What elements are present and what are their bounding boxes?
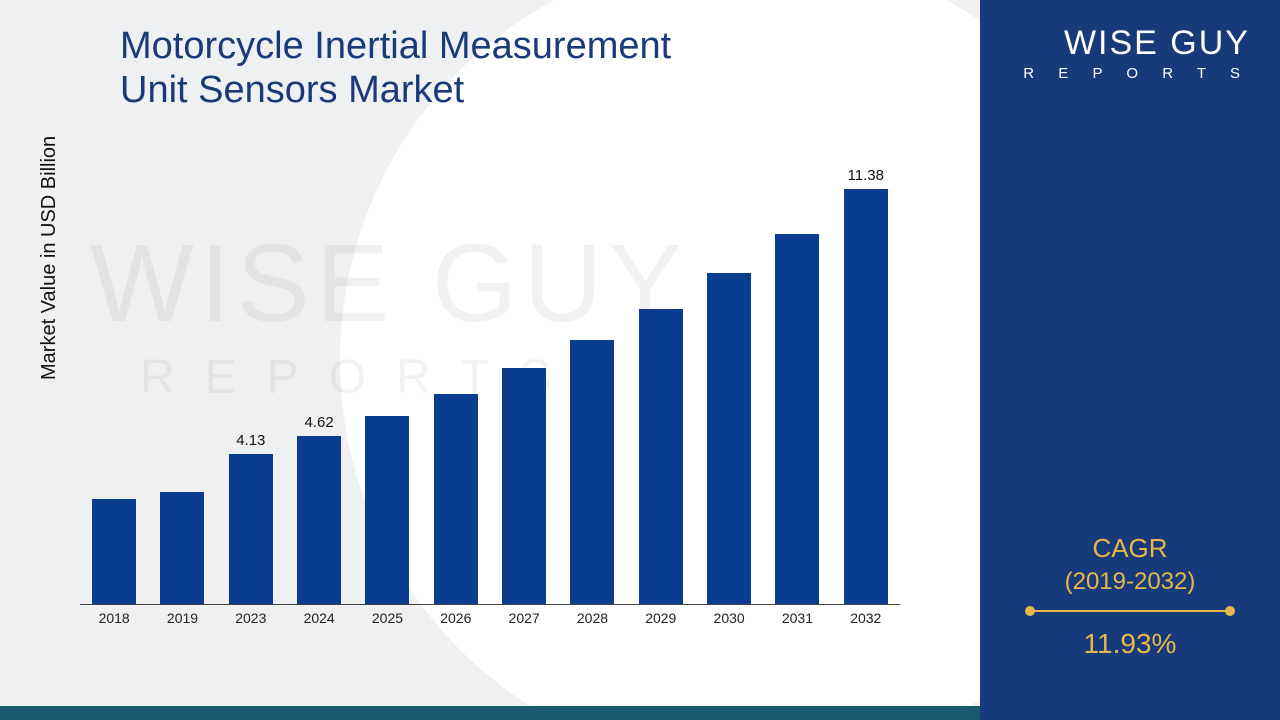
bar-column — [494, 346, 554, 605]
bar — [844, 189, 888, 605]
bar-value-label: 4.13 — [236, 432, 265, 450]
cagr-box: CAGR (2019-2032) 11.93% — [1010, 533, 1250, 660]
bottom-strip — [0, 706, 980, 720]
x-tick-label: 2019 — [152, 610, 212, 626]
cagr-value: 11.93% — [1010, 628, 1250, 660]
bar — [775, 234, 819, 605]
bar-column: 4.62 — [289, 414, 349, 605]
cagr-label: CAGR — [1010, 533, 1250, 564]
cagr-range: (2019-2032) — [1010, 568, 1250, 596]
bar — [707, 273, 751, 605]
title-line-2: Unit Sensors Market — [120, 69, 671, 113]
bar-column — [631, 287, 691, 605]
bar-column: 4.13 — [221, 432, 281, 605]
bar — [365, 416, 409, 605]
x-tick-label: 2032 — [836, 610, 896, 626]
bars-container: 4.134.6211.38 — [80, 185, 900, 605]
y-axis-label: Market Value in USD Billion — [38, 136, 61, 380]
bar — [570, 340, 614, 605]
brand-logo: WISE GUY R E P O R T S — [1023, 24, 1250, 82]
x-tick-label: 2023 — [221, 610, 281, 626]
bar-column — [426, 372, 486, 605]
bar — [434, 394, 478, 605]
bar-column: 11.38 — [836, 167, 896, 605]
x-tick-label: 2024 — [289, 610, 349, 626]
bar — [229, 454, 273, 605]
chart-canvas: WISE GUY REPORTS WISE GUY R E P O R T S … — [0, 0, 1280, 720]
bar — [297, 436, 341, 605]
x-tick-label: 2031 — [767, 610, 827, 626]
x-tick-label: 2026 — [426, 610, 486, 626]
bar — [502, 368, 546, 605]
bar-column — [357, 394, 417, 605]
bar-column — [699, 251, 759, 605]
x-tick-label: 2027 — [494, 610, 554, 626]
x-tick-label: 2030 — [699, 610, 759, 626]
bar-column — [152, 470, 212, 605]
x-tick-label: 2029 — [631, 610, 691, 626]
bar-column — [84, 477, 144, 605]
cagr-divider — [1030, 610, 1230, 612]
x-axis-labels: 2018 2019 2023 2024 2025 2026 2027 2028 2029 2030… — [80, 610, 900, 626]
x-tick-label: 2028 — [562, 610, 622, 626]
bar — [92, 499, 136, 605]
x-axis-baseline — [80, 604, 900, 605]
bar — [160, 492, 204, 605]
bar-value-label: 4.62 — [305, 414, 334, 432]
x-tick-label: 2025 — [357, 610, 417, 626]
bar-value-label: 11.38 — [848, 167, 884, 185]
bar-column — [562, 318, 622, 605]
title-line-1: Motorcycle Inertial Measurement — [120, 25, 671, 69]
logo-main-text: WISE GUY — [1023, 24, 1250, 63]
bar — [639, 309, 683, 605]
plot-area: 4.134.6211.38 — [80, 185, 900, 605]
bar-column — [767, 212, 827, 605]
x-tick-label: 2018 — [84, 610, 144, 626]
logo-sub-text: R E P O R T S — [1023, 65, 1250, 82]
chart-title: Motorcycle Inertial Measurement Unit Sen… — [120, 25, 671, 112]
